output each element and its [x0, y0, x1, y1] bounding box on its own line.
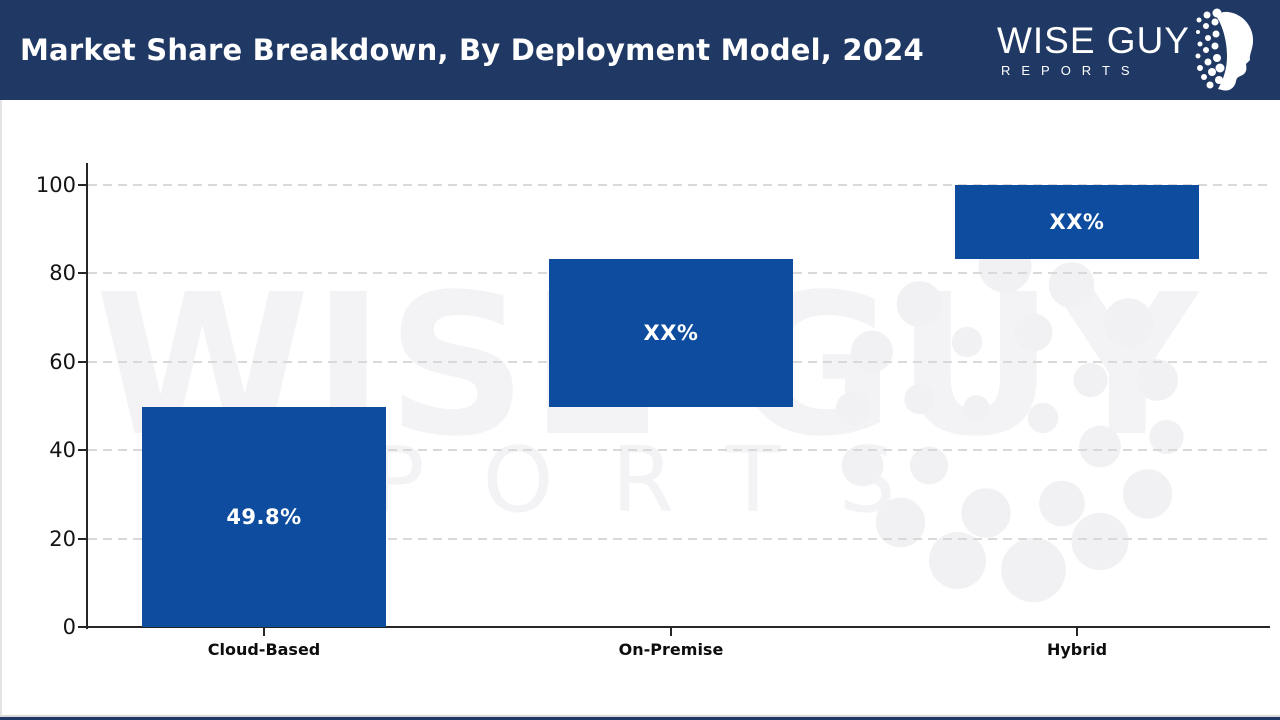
x-tick: [1076, 628, 1078, 636]
x-axis: [86, 626, 1270, 628]
gridline-100: [88, 184, 1270, 186]
gridline-40: [88, 449, 1270, 452]
y-tick-label: 100: [35, 173, 76, 197]
bar-cloud-based: 49.8%: [142, 406, 386, 627]
gridline-20: [88, 537, 1270, 540]
y-tick-label: 0: [62, 615, 76, 639]
y-tick-label: 60: [49, 349, 76, 374]
brand-face-icon: [1195, 8, 1254, 91]
brand-subtitle: REPORTS: [1000, 63, 1141, 78]
x-tick: [670, 628, 672, 636]
y-tick: [78, 449, 86, 452]
y-tick: [78, 184, 86, 186]
y-tick-label: 20: [49, 526, 76, 551]
footer-bar: [0, 717, 1280, 720]
bar-value-label: XX%: [1049, 210, 1105, 235]
left-edge-divider: [0, 100, 2, 716]
y-tick-label: 40: [49, 438, 76, 463]
y-axis: [86, 162, 88, 629]
category-label: Cloud-Based: [207, 640, 321, 659]
brand-name: WISE GUY: [996, 20, 1190, 61]
y-tick: [78, 360, 86, 363]
bar-on-premise: XX%: [549, 259, 793, 407]
x-tick: [263, 628, 265, 636]
bottom-divider: [0, 715, 1280, 717]
bar-value-label: XX%: [643, 321, 699, 346]
y-tick-label: 80: [49, 261, 76, 286]
category-label: On-Premise: [618, 640, 724, 659]
bar-hybrid: XX%: [955, 185, 1199, 260]
chart-title: Market Share Breakdown, By Deployment Mo…: [20, 33, 924, 67]
y-tick: [78, 626, 86, 628]
bar-value-label: 49.8%: [226, 504, 302, 529]
y-tick: [78, 272, 86, 275]
brand-logo: WISE GUY REPORTS: [997, 6, 1258, 94]
y-tick: [78, 537, 86, 540]
category-label: Hybrid: [1046, 640, 1108, 659]
header: Market Share Breakdown, By Deployment Mo…: [0, 0, 1280, 100]
brand-text: WISE GUY REPORTS: [996, 20, 1190, 79]
